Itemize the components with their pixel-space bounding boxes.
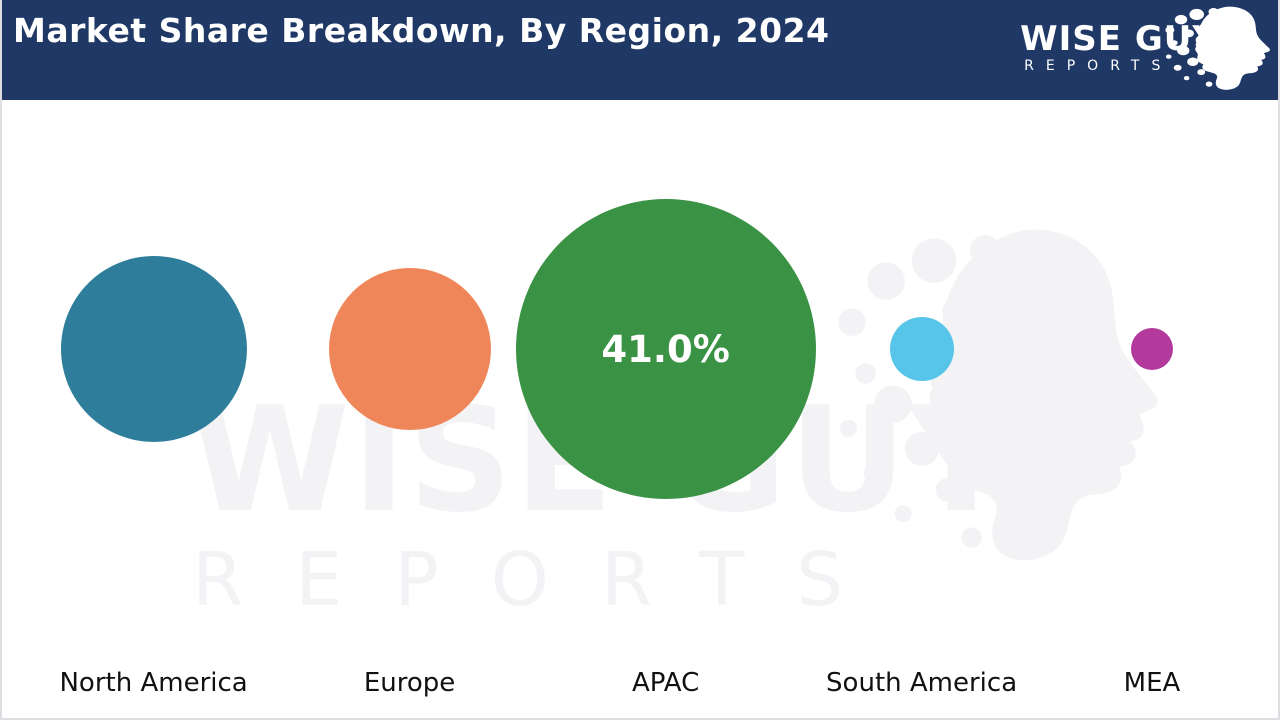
category-label-south-america: South America (826, 668, 1018, 698)
logo-line2: REPORTS (1024, 58, 1173, 74)
bubble-south-america (889, 317, 954, 381)
bubble-north-america (60, 256, 247, 442)
page-title: Market Share Breakdown, By Region, 2024 (13, 11, 830, 50)
bubble-apac: 41.0% (515, 199, 816, 499)
header-bar: Market Share Breakdown, By Region, 2024 … (0, 0, 1280, 100)
bubble-chart: WISE GUY REPORTS 41.0% North America Eur… (0, 100, 1280, 720)
category-label-apac: APAC (631, 668, 700, 698)
bubble-europe (328, 268, 491, 430)
wise-guy-reports-logo: WISE GUY REPORTS (1000, 0, 1280, 100)
category-label-europe: Europe (363, 668, 456, 698)
dotted-head-profile-icon (1165, 6, 1270, 90)
logo-wordmark: WISE GUY REPORTS (1020, 21, 1218, 74)
category-label-mea: MEA (1123, 668, 1181, 698)
bubble-value-label: 41.0% (601, 327, 730, 371)
category-label-north-america: North America (59, 668, 248, 698)
watermark-subtitle: REPORTS (192, 537, 896, 623)
bubble-mea (1131, 328, 1173, 370)
watermark-head-profile-icon (838, 229, 1158, 561)
